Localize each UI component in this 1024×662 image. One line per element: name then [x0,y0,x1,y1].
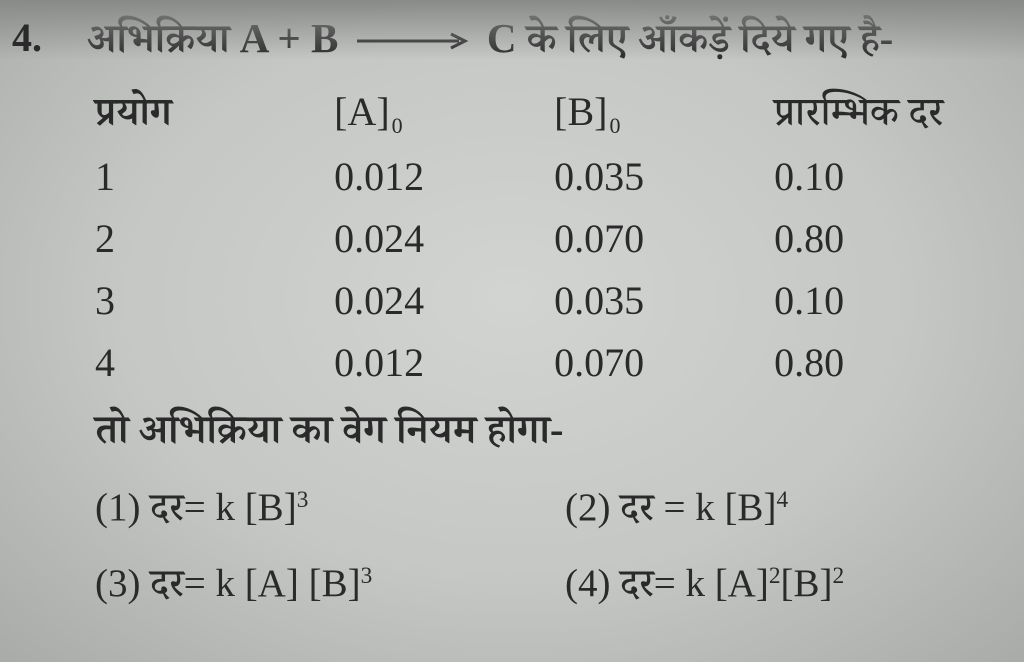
arrow-icon [355,31,471,51]
question-page: { "question": { "number": "4.", "stem_pr… [0,0,1024,662]
table-row: 2 0.024 0.070 0.80 [95,219,975,259]
cell-rate: 0.80 [774,219,975,259]
option-num: (1) [95,486,140,529]
option-2[interactable]: (2) दर = k [B]4 [565,485,1024,545]
option-text: दर= k [A] [B] [150,562,360,605]
cell-exp: 3 [95,281,334,321]
header-b0-label: [B] [554,89,607,134]
cell-a: 0.012 [334,157,554,197]
col-header-a0: [A]0 [334,92,554,137]
option-text: दर= k [B] [150,486,296,529]
option-text: दर= k [A] [620,562,769,605]
option-text-post: [B] [781,562,833,605]
option-exp: 4 [776,487,788,513]
cell-b: 0.035 [554,157,774,197]
header-a0-sub: 0 [390,113,403,138]
option-exp: 2 [833,563,845,589]
cell-exp: 4 [95,343,334,383]
data-table: प्रयोग [A]0 [B]0 प्रारम्भिक दर 1 0.012 0… [95,92,975,383]
option-num: (2) [565,486,610,529]
cell-rate: 0.80 [774,343,975,383]
cell-a: 0.012 [334,343,554,383]
stem-post: C के लिए आँकड़ें दिये गए है- [487,15,893,61]
cell-a: 0.024 [334,219,554,259]
option-4[interactable]: (4) दर= k [A]2[B]2 [565,561,1024,621]
cell-rate: 0.10 [774,281,975,321]
option-exp: 3 [297,487,309,513]
col-header-b0: [B]0 [554,92,774,137]
option-exp-mid: 2 [769,563,781,589]
option-text: दर = k [B] [620,486,776,529]
table-row: 4 0.012 0.070 0.80 [95,343,975,383]
question-stem: अभिक्रिया A + B C के लिए आँकड़ें दिये गए… [87,14,984,78]
col-header-experiment: प्रयोग [95,92,334,132]
option-num: (4) [565,562,610,605]
option-num: (3) [95,562,140,605]
option-1[interactable]: (1) दर= k [B]3 [95,485,565,545]
cell-b: 0.070 [554,219,774,259]
header-a0-label: [A] [334,89,390,134]
option-3[interactable]: (3) दर= k [A] [B]3 [95,561,565,621]
cell-b: 0.035 [554,281,774,321]
option-exp: 3 [361,563,373,589]
cell-a: 0.024 [334,281,554,321]
stem-pre: अभिक्रिया A + B [87,15,338,61]
question-number: 4. [12,14,42,61]
cell-b: 0.070 [554,343,774,383]
cell-exp: 2 [95,219,334,259]
header-b0-sub: 0 [607,113,620,138]
table-header-row: प्रयोग [A]0 [B]0 प्रारम्भिक दर [95,92,975,137]
table-row: 1 0.012 0.035 0.10 [95,157,975,197]
options-grid: (1) दर= k [B]3 (2) दर = k [B]4 (3) दर= k… [95,485,984,621]
cell-exp: 1 [95,157,334,197]
cell-rate: 0.10 [774,157,975,197]
table-row: 3 0.024 0.035 0.10 [95,281,975,321]
conclusion-text: तो अभिक्रिया का वेग नियम होगा- [95,405,984,469]
col-header-rate: प्रारम्भिक दर [774,92,975,132]
